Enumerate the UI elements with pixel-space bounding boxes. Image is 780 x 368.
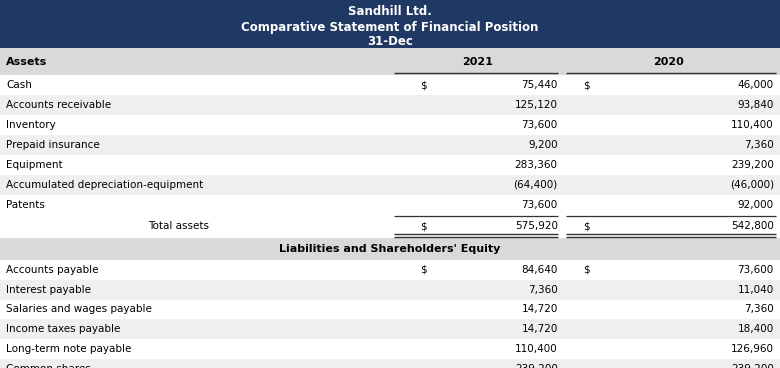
Text: 7,360: 7,360 — [744, 304, 774, 315]
FancyBboxPatch shape — [0, 359, 780, 368]
Text: 75,440: 75,440 — [521, 80, 558, 91]
Text: 31-Dec: 31-Dec — [367, 35, 413, 48]
Text: Salaries and wages payable: Salaries and wages payable — [6, 304, 152, 315]
Text: Inventory: Inventory — [6, 120, 56, 130]
FancyBboxPatch shape — [0, 319, 780, 339]
Text: 126,960: 126,960 — [731, 344, 774, 354]
Text: 46,000: 46,000 — [738, 80, 774, 91]
Text: 9,200: 9,200 — [528, 140, 558, 150]
FancyBboxPatch shape — [0, 280, 780, 300]
Text: Cash: Cash — [6, 80, 32, 91]
Text: 239,200: 239,200 — [731, 364, 774, 368]
FancyBboxPatch shape — [0, 48, 780, 75]
Text: Total assets: Total assets — [148, 221, 209, 231]
FancyBboxPatch shape — [0, 155, 780, 175]
Text: 542,800: 542,800 — [731, 221, 774, 231]
FancyBboxPatch shape — [0, 195, 780, 215]
Text: $: $ — [583, 221, 590, 231]
Text: Comparative Statement of Financial Position: Comparative Statement of Financial Posit… — [241, 21, 539, 34]
Text: Accumulated depreciation-equipment: Accumulated depreciation-equipment — [6, 180, 204, 190]
FancyBboxPatch shape — [0, 339, 780, 359]
Text: 7,360: 7,360 — [744, 140, 774, 150]
Text: Income taxes payable: Income taxes payable — [6, 324, 121, 335]
Text: 110,400: 110,400 — [731, 120, 774, 130]
FancyBboxPatch shape — [0, 175, 780, 195]
Text: Accounts payable: Accounts payable — [6, 265, 99, 275]
FancyBboxPatch shape — [0, 115, 780, 135]
Text: 7,360: 7,360 — [528, 284, 558, 295]
Text: 73,600: 73,600 — [522, 199, 558, 210]
Text: Common shares: Common shares — [6, 364, 91, 368]
Text: 84,640: 84,640 — [521, 265, 558, 275]
Text: Long-term note payable: Long-term note payable — [6, 344, 132, 354]
Text: $: $ — [420, 265, 426, 275]
Text: Interest payable: Interest payable — [6, 284, 91, 295]
Text: 2020: 2020 — [654, 57, 684, 67]
Text: Sandhill Ltd.: Sandhill Ltd. — [348, 5, 432, 18]
FancyBboxPatch shape — [0, 135, 780, 155]
FancyBboxPatch shape — [0, 300, 780, 319]
FancyBboxPatch shape — [0, 75, 780, 95]
Text: 110,400: 110,400 — [515, 344, 558, 354]
Text: 73,600: 73,600 — [738, 265, 774, 275]
FancyBboxPatch shape — [0, 215, 780, 238]
Text: 11,040: 11,040 — [738, 284, 774, 295]
Text: $: $ — [583, 265, 590, 275]
Text: Accounts receivable: Accounts receivable — [6, 100, 112, 110]
Text: 239,200: 239,200 — [731, 160, 774, 170]
Text: 93,840: 93,840 — [737, 100, 774, 110]
FancyBboxPatch shape — [0, 238, 780, 260]
FancyBboxPatch shape — [0, 95, 780, 115]
Text: 575,920: 575,920 — [515, 221, 558, 231]
Text: (46,000): (46,000) — [729, 180, 774, 190]
Text: 283,360: 283,360 — [515, 160, 558, 170]
FancyBboxPatch shape — [0, 260, 780, 280]
Text: Patents: Patents — [6, 199, 45, 210]
Text: Liabilities and Shareholders' Equity: Liabilities and Shareholders' Equity — [279, 244, 501, 254]
Text: 18,400: 18,400 — [738, 324, 774, 335]
Text: 92,000: 92,000 — [738, 199, 774, 210]
Text: Assets: Assets — [6, 57, 48, 67]
Text: 14,720: 14,720 — [521, 304, 558, 315]
Text: $: $ — [583, 80, 590, 91]
Text: 125,120: 125,120 — [515, 100, 558, 110]
Text: Prepaid insurance: Prepaid insurance — [6, 140, 100, 150]
Text: (64,400): (64,400) — [513, 180, 558, 190]
Text: $: $ — [420, 80, 426, 91]
Text: Equipment: Equipment — [6, 160, 63, 170]
FancyBboxPatch shape — [0, 0, 780, 48]
Text: 2021: 2021 — [463, 57, 493, 67]
Text: 73,600: 73,600 — [522, 120, 558, 130]
Text: 239,200: 239,200 — [515, 364, 558, 368]
Text: $: $ — [420, 221, 426, 231]
Text: 14,720: 14,720 — [521, 324, 558, 335]
